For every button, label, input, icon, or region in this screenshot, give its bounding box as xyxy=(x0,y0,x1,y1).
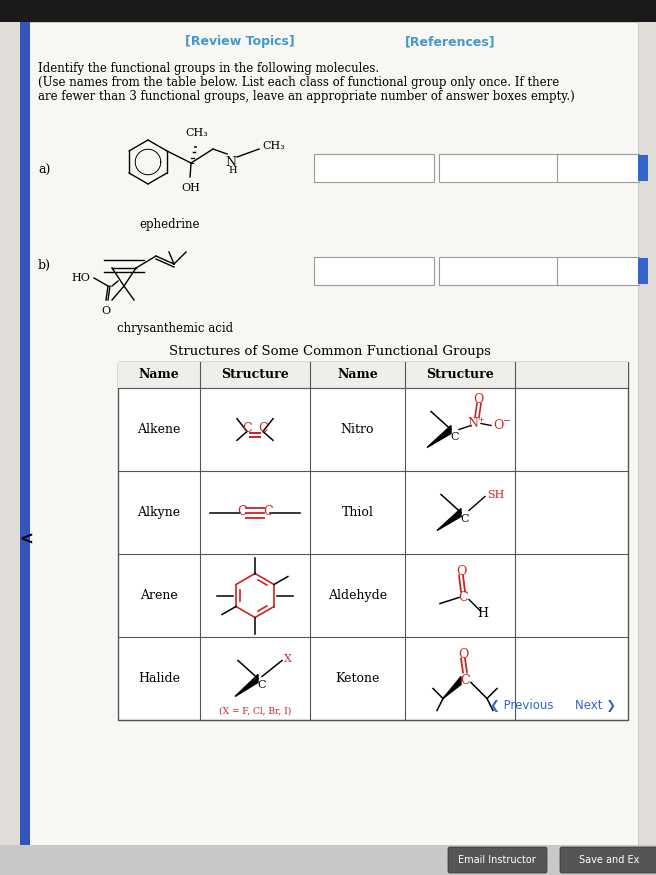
Text: C: C xyxy=(258,681,266,690)
Text: Nitro: Nitro xyxy=(340,423,375,436)
Text: OH: OH xyxy=(182,183,201,193)
Text: (Use names from the table below. List each class of functional group only once. : (Use names from the table below. List ea… xyxy=(38,76,560,89)
FancyBboxPatch shape xyxy=(439,154,559,182)
Text: Structure: Structure xyxy=(221,368,289,382)
Text: a): a) xyxy=(38,164,51,177)
Text: −: − xyxy=(503,417,511,426)
Text: Email Instructor: Email Instructor xyxy=(458,855,536,865)
Text: Save and Ex: Save and Ex xyxy=(579,855,639,865)
Text: Alkyne: Alkyne xyxy=(138,506,180,519)
Text: Name: Name xyxy=(138,368,179,382)
FancyBboxPatch shape xyxy=(0,845,656,875)
Text: ephedrine: ephedrine xyxy=(140,218,200,231)
Polygon shape xyxy=(427,425,451,447)
Text: O: O xyxy=(102,306,111,316)
FancyBboxPatch shape xyxy=(638,258,648,284)
Text: [Review Topics]: [Review Topics] xyxy=(185,36,295,48)
Text: Name: Name xyxy=(337,368,378,382)
FancyBboxPatch shape xyxy=(439,257,559,285)
Text: HO: HO xyxy=(71,273,90,283)
Polygon shape xyxy=(235,675,258,696)
Text: O: O xyxy=(458,648,468,661)
Text: Arene: Arene xyxy=(140,589,178,602)
Text: O: O xyxy=(473,393,483,406)
Text: Identify the functional groups in the following molecules.: Identify the functional groups in the fo… xyxy=(38,62,379,75)
Text: C: C xyxy=(237,505,247,518)
Text: <: < xyxy=(19,531,33,549)
Text: H: H xyxy=(229,166,237,175)
Polygon shape xyxy=(443,676,461,698)
Text: H: H xyxy=(478,607,489,620)
FancyBboxPatch shape xyxy=(557,257,639,285)
FancyBboxPatch shape xyxy=(20,22,30,852)
Text: C: C xyxy=(461,674,470,687)
Text: Thiol: Thiol xyxy=(342,506,373,519)
Polygon shape xyxy=(437,508,461,530)
FancyBboxPatch shape xyxy=(118,362,628,388)
Text: b): b) xyxy=(38,258,51,271)
Text: chrysanthemic acid: chrysanthemic acid xyxy=(117,322,233,335)
Text: SH: SH xyxy=(487,489,504,500)
FancyBboxPatch shape xyxy=(560,847,656,873)
Text: Alkene: Alkene xyxy=(137,423,180,436)
Text: C: C xyxy=(263,505,273,518)
Text: ❮ Previous: ❮ Previous xyxy=(490,698,554,711)
Text: C: C xyxy=(461,514,469,524)
FancyBboxPatch shape xyxy=(314,257,434,285)
Text: Next ❯: Next ❯ xyxy=(575,698,616,711)
Text: are fewer than 3 functional groups, leave an appropriate number of answer boxes : are fewer than 3 functional groups, leav… xyxy=(38,90,575,103)
FancyBboxPatch shape xyxy=(0,0,656,22)
Text: C: C xyxy=(258,422,268,435)
Text: X: X xyxy=(284,654,292,663)
Text: [References]: [References] xyxy=(405,36,495,48)
Text: N: N xyxy=(226,156,237,169)
Text: CH₃: CH₃ xyxy=(262,141,285,151)
FancyBboxPatch shape xyxy=(557,154,639,182)
Text: O: O xyxy=(493,419,503,432)
FancyBboxPatch shape xyxy=(20,22,638,852)
FancyBboxPatch shape xyxy=(638,155,648,181)
FancyBboxPatch shape xyxy=(118,362,628,720)
FancyBboxPatch shape xyxy=(314,154,434,182)
Text: +: + xyxy=(477,416,484,424)
Text: N: N xyxy=(468,417,478,430)
Text: (X = F, Cl, Br, I): (X = F, Cl, Br, I) xyxy=(219,706,291,716)
Text: Aldehyde: Aldehyde xyxy=(328,589,387,602)
Text: Halide: Halide xyxy=(138,672,180,685)
Text: CH₃: CH₃ xyxy=(186,128,209,138)
Text: C: C xyxy=(451,431,459,442)
Text: O: O xyxy=(456,565,466,578)
FancyBboxPatch shape xyxy=(448,847,547,873)
Text: Structures of Some Common Functional Groups: Structures of Some Common Functional Gro… xyxy=(169,345,491,358)
FancyBboxPatch shape xyxy=(0,22,656,875)
Text: Ketone: Ketone xyxy=(335,672,380,685)
Text: C: C xyxy=(458,591,468,604)
Text: C: C xyxy=(242,422,252,435)
Text: Structure: Structure xyxy=(426,368,494,382)
